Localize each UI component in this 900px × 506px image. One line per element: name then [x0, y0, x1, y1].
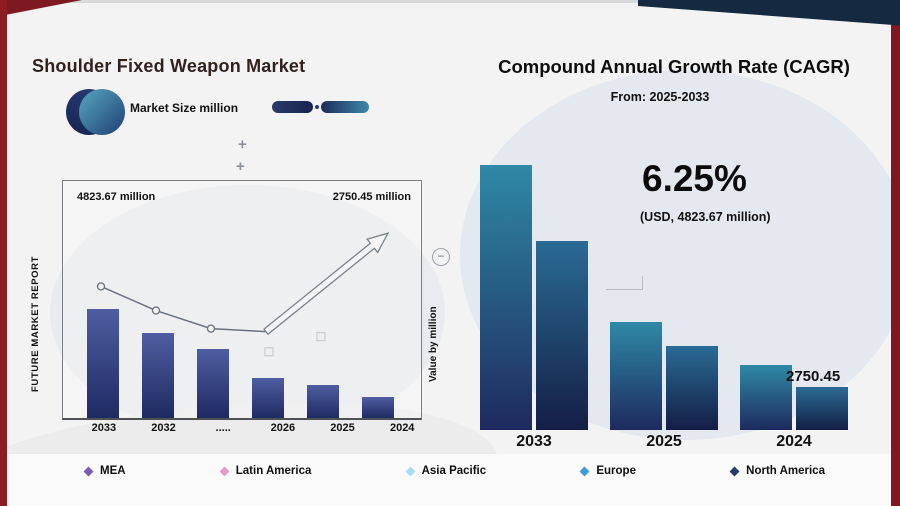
- cagr-note: (USD, 4823.67 million): [640, 210, 771, 224]
- cagr-bar: [480, 165, 532, 430]
- corner-decoration-top-right: [638, 0, 900, 26]
- market-x-label: 2026: [270, 422, 296, 434]
- market-bar: [196, 349, 229, 418]
- cagr-value: 6.25%: [642, 158, 747, 199]
- cagr-x-label: 2025: [646, 433, 682, 450]
- value-callout: 2750.45: [786, 368, 841, 385]
- cagr-y-axis-label: Value by million: [428, 306, 439, 382]
- cagr-subtitle: From: 2025-2033: [610, 90, 710, 104]
- legend-label: Europe: [596, 465, 636, 477]
- footer-legend: MEA Latin America Asia Pacific Europe North …: [83, 465, 825, 477]
- market-size-legend-label: Market Size million: [130, 101, 239, 115]
- cagr-bar-group: [480, 160, 588, 430]
- cagr-x-label: 2024: [776, 433, 812, 450]
- pill-decoration-small: [272, 101, 313, 113]
- legend-label: North America: [746, 465, 825, 477]
- cagr-bar: [666, 346, 718, 430]
- footer-band: [7, 454, 891, 506]
- legend-label: Asia Pacific: [421, 465, 487, 477]
- legend-label: MEA: [100, 465, 126, 477]
- minus-circle-icon: −: [432, 248, 450, 266]
- cagr-bar: [536, 241, 588, 430]
- cagr-title: Compound Annual Growth Rate (CAGR): [498, 56, 850, 77]
- market-bar-column: [295, 181, 350, 418]
- top-divider-line: [0, 0, 660, 3]
- market-bar-column: [75, 181, 130, 418]
- plus-icon: +: [236, 158, 245, 175]
- cagr-plot: [480, 160, 848, 430]
- market-bar-column: [350, 181, 405, 418]
- step-line-decoration: [606, 276, 643, 290]
- market-start-value: 4823.67 million: [77, 191, 156, 203]
- accent-strip-left: [0, 0, 7, 506]
- market-bar-column: [130, 181, 185, 418]
- cagr-bar: [796, 386, 848, 430]
- market-x-label: 2033: [91, 422, 117, 434]
- pill-dot-icon: [315, 105, 319, 109]
- trend-arrow-graphic: [96, 232, 390, 357]
- cagr-bar: [610, 322, 662, 430]
- market-bar-column: [240, 181, 295, 418]
- sphere-front-circle: [79, 89, 125, 135]
- cagr-bar-group: [740, 160, 848, 430]
- legend-item: Europe: [579, 465, 636, 477]
- market-bar: [361, 396, 394, 418]
- pill-decoration-large: [321, 101, 369, 113]
- market-bar: [141, 332, 174, 418]
- legend-label: Latin America: [235, 465, 312, 477]
- market-x-label: 2032: [151, 422, 176, 434]
- market-y-axis-label: FUTURE MARKET REPORT: [30, 255, 41, 393]
- accent-strip-right: [891, 0, 900, 506]
- legend-item: MEA: [83, 465, 126, 477]
- legend-marker-icon: [579, 466, 590, 476]
- cagr-bar-group: [610, 160, 718, 430]
- market-bars: [63, 181, 421, 418]
- market-size-chart: 4823.67 million 2750.45 million: [62, 180, 422, 420]
- legend-marker-icon: [729, 466, 740, 476]
- legend-item: North America: [729, 465, 825, 477]
- market-bar: [86, 308, 119, 418]
- plus-icon: +: [238, 136, 247, 153]
- market-bar: [306, 384, 339, 418]
- legend-marker-icon: [83, 466, 94, 476]
- corner-decoration-top-left: [0, 0, 82, 16]
- legend-item: Latin America: [219, 465, 312, 477]
- legend-marker-icon: [219, 466, 230, 476]
- cagr-x-label: 2033: [516, 433, 552, 450]
- market-xlabels: 2033 2032..... 2026 2025 2024: [62, 422, 448, 434]
- cagr-bar: [740, 365, 792, 430]
- market-x-label: 2024: [389, 422, 415, 434]
- legend-item: Asia Pacific: [405, 465, 487, 477]
- market-end-value: 2750.45 million: [332, 191, 411, 203]
- market-title: Shoulder Fixed Weapon Market: [32, 56, 306, 76]
- market-x-label: .....: [215, 422, 231, 434]
- legend-marker-icon: [405, 466, 416, 476]
- market-size-icon: [66, 89, 128, 135]
- market-x-label: 2025: [330, 422, 355, 434]
- market-bar-column: [185, 181, 240, 418]
- cagr-xlabels: 2033 2025 2024: [480, 433, 848, 451]
- market-bar: [251, 377, 284, 418]
